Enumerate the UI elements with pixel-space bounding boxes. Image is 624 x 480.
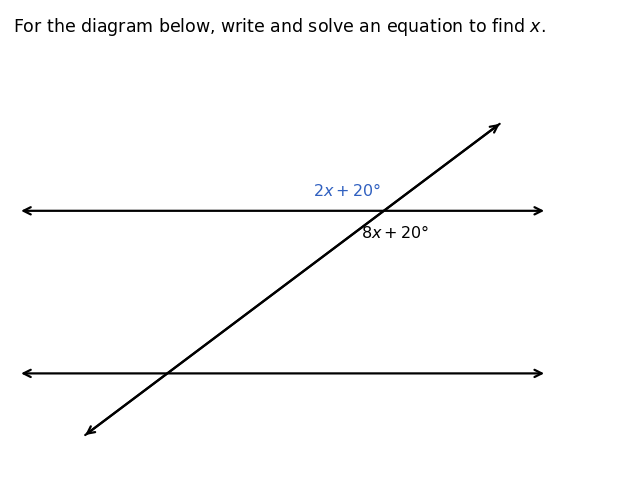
Text: $8x + 20°$: $8x + 20°$ xyxy=(361,225,429,242)
Text: $2x + 20°$: $2x + 20°$ xyxy=(313,182,381,199)
Text: For the diagram below, write and solve an equation to find $x$.: For the diagram below, write and solve a… xyxy=(12,16,545,37)
